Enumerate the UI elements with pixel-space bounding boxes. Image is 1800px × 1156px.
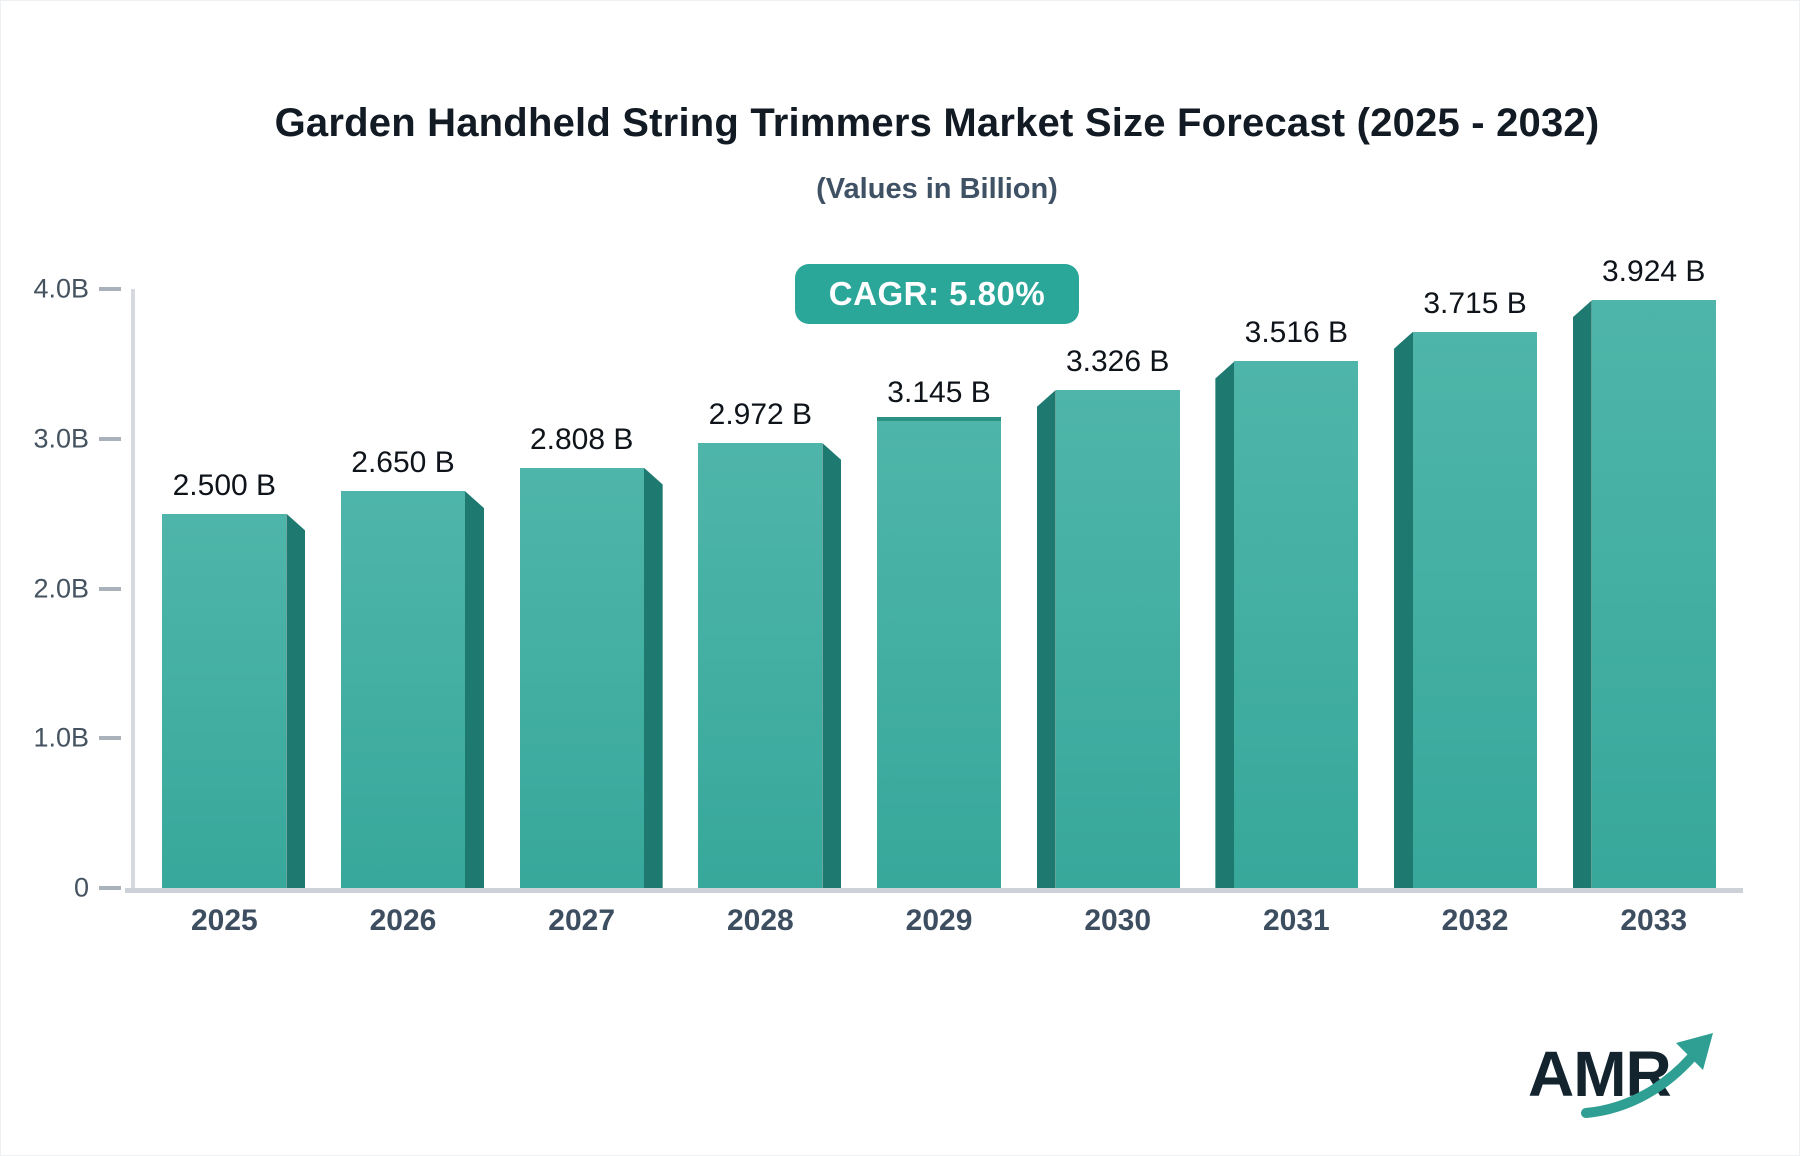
chart-title: Garden Handheld String Trimmers Market S… bbox=[274, 101, 1600, 145]
bars-row: 2.500 B 2.650 B 2.808 B 2.972 B 3.145 B 3.326… bbox=[135, 255, 1743, 888]
bar-value-label: 3.715 B bbox=[1423, 286, 1527, 320]
bar-column: 3.715 B bbox=[1386, 287, 1565, 888]
bar-column: 3.924 B bbox=[1564, 255, 1743, 888]
x-axis-label-2029: 2029 bbox=[905, 904, 973, 937]
bar-column: 3.326 B bbox=[1028, 289, 1207, 888]
bar-column: 2.650 B bbox=[314, 289, 493, 888]
cagr-badge: CAGR: 5.80% bbox=[794, 264, 1080, 324]
bar-value-label: 2.500 B bbox=[172, 468, 277, 502]
x-axis-line bbox=[125, 888, 1743, 893]
bar-2028: 2.972 B bbox=[698, 398, 842, 888]
x-axis-label-2033: 2033 bbox=[1620, 904, 1688, 937]
bar-value-label: 3.326 B bbox=[1065, 344, 1170, 378]
bar-value-label: 3.516 B bbox=[1244, 316, 1349, 350]
bar-2032: 3.715 B bbox=[1394, 287, 1538, 888]
bar-2030: 3.326 B bbox=[1036, 345, 1180, 888]
bar-bevel-right bbox=[465, 491, 484, 888]
bar-2027: 2.808 B bbox=[519, 423, 663, 888]
y-axis-tick bbox=[99, 736, 121, 741]
bar-column: 2.808 B bbox=[492, 289, 671, 888]
x-axis-label-2028: 2028 bbox=[726, 904, 794, 937]
x-axis-label-2031: 2031 bbox=[1262, 904, 1330, 937]
bar-column: 3.145 B bbox=[850, 289, 1029, 888]
y-axis-tick bbox=[99, 886, 121, 890]
y-axis-label: 2.0B bbox=[33, 573, 89, 603]
x-axis-label-2030: 2030 bbox=[1084, 904, 1152, 937]
y-axis-label: 1.0B bbox=[33, 722, 89, 753]
y-axis-tick bbox=[99, 436, 121, 441]
amr-logo: AMR bbox=[1528, 1033, 1713, 1118]
plot-area: 2.500 B 2.650 B 2.808 B 2.972 B 3.145 B 3.326… bbox=[33, 255, 1743, 903]
bar-bevel-right bbox=[822, 442, 842, 888]
growth-arrow-icon bbox=[1581, 1052, 1697, 1118]
y-axis-label: 3.0B bbox=[33, 423, 89, 454]
bar-value-label: 3.145 B bbox=[887, 376, 991, 410]
x-axis-label-2025: 2025 bbox=[190, 904, 258, 937]
bar-bevel-left bbox=[1394, 331, 1414, 888]
bar-2026: 2.650 B bbox=[341, 446, 484, 888]
bar-column: 2.500 B bbox=[135, 289, 314, 888]
x-axis-label-2026: 2026 bbox=[369, 904, 437, 937]
x-axis-label-2032: 2032 bbox=[1441, 904, 1509, 937]
bar-value-label: 2.808 B bbox=[529, 422, 634, 456]
chart-subtitle: (Values in Billion) bbox=[816, 173, 1058, 205]
bar-bevel-right bbox=[286, 513, 306, 888]
bar-value-label: 2.972 B bbox=[708, 397, 813, 431]
bar-bevel-left bbox=[1036, 389, 1056, 888]
bar-bevel-right bbox=[643, 467, 663, 888]
growth-arrow-head bbox=[1676, 1033, 1713, 1070]
x-labels-row: 2025 2026 2027 2028 2029 2030 2031 2032 2033 bbox=[135, 904, 1743, 938]
bar-value-label: 2.650 B bbox=[351, 446, 455, 480]
plot-region: Garden Handheld String Trimmers Market S… bbox=[33, 1, 1743, 1155]
bar-value-label: 3.924 B bbox=[1601, 255, 1706, 289]
y-axis-label: 0 bbox=[73, 872, 89, 903]
bar-bevel-left bbox=[1572, 300, 1592, 888]
bar-2033: 3.924 B bbox=[1572, 255, 1716, 888]
amr-logo-text: AMR bbox=[1528, 1038, 1671, 1110]
bar-column: 2.972 B bbox=[671, 289, 850, 888]
bar-bevel-left bbox=[1215, 361, 1235, 888]
bar-column: 3.516 B bbox=[1207, 289, 1386, 888]
bar-2031: 3.516 B bbox=[1215, 316, 1359, 888]
cagr-badge-wrap: CAGR: 5.80% bbox=[131, 264, 1743, 324]
bar-2029: 3.145 B bbox=[877, 376, 1002, 888]
x-axis-label-2027: 2027 bbox=[548, 904, 616, 937]
y-axis-label: 4.0B bbox=[33, 273, 89, 304]
y-axis-tick bbox=[99, 586, 121, 591]
y-axis-line bbox=[131, 289, 135, 890]
y-axis-tick bbox=[99, 287, 121, 291]
bar-2025: 2.500 B bbox=[162, 469, 306, 888]
